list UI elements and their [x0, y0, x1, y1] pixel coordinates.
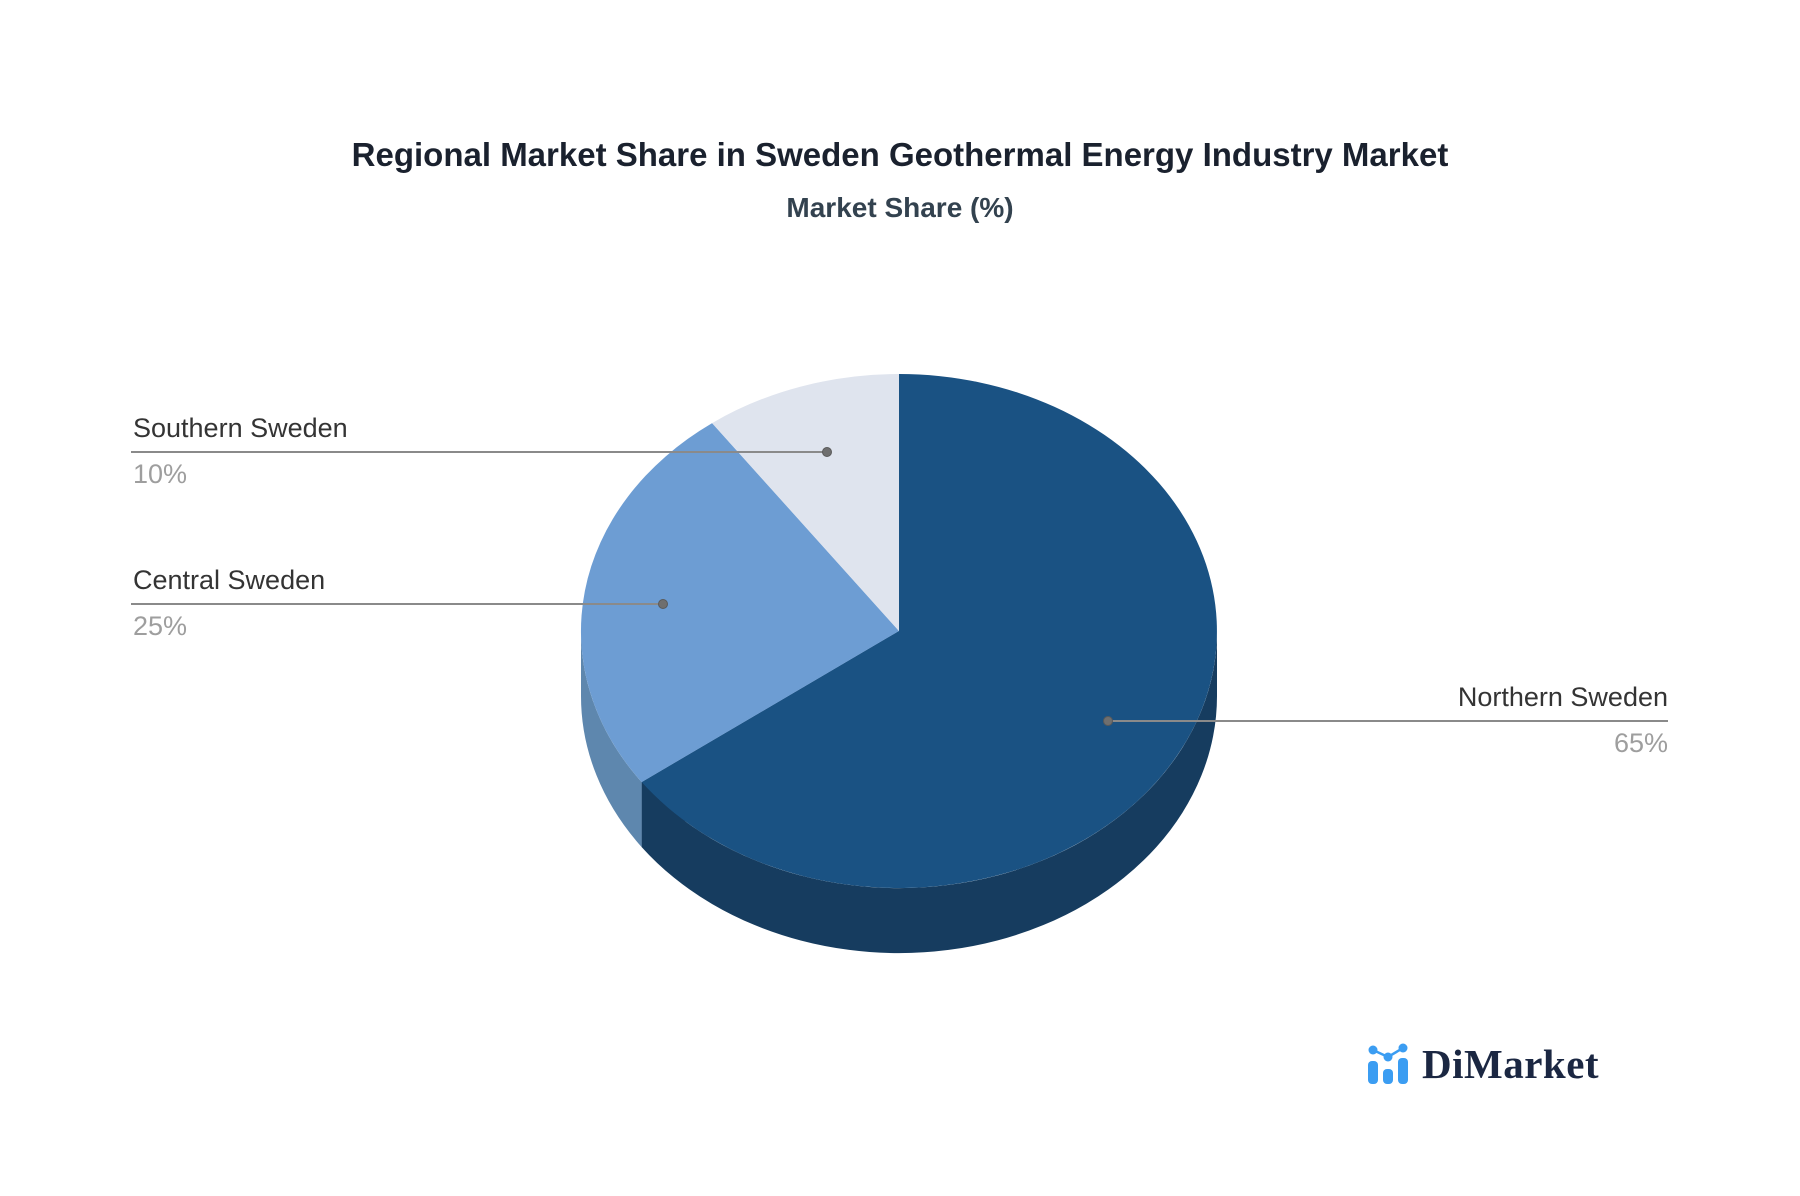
callout-label-northern: Northern Sweden [1457, 682, 1668, 712]
callout-label-southern: Southern Sweden [133, 413, 348, 443]
logo-dot-2 [1383, 1052, 1393, 1062]
pie-slice-northern-sweden[interactable] [641, 374, 1217, 889]
logo-bar-2 [1383, 1069, 1393, 1084]
chart-subtitle: Market Share (%) [786, 192, 1014, 223]
dimarket-logo-text: DiMarket [1422, 1041, 1600, 1087]
logo-dot-1 [1368, 1045, 1378, 1055]
callout-value-central: 25% [133, 611, 188, 641]
dimarket-logo-icon [1368, 1043, 1408, 1084]
pie-slice-central-sweden[interactable] [580, 423, 899, 783]
logo-bar-1 [1368, 1061, 1378, 1084]
pie-slices [580, 374, 1217, 954]
logo-dot-3 [1398, 1043, 1408, 1053]
callout-leaders [131, 447, 1668, 726]
leader-dot-central [658, 599, 668, 609]
callout-value-northern: 65% [1613, 728, 1668, 758]
logo-bar-3 [1398, 1058, 1408, 1084]
callout-value-southern: 10% [133, 459, 188, 489]
callout-label-central: Central Sweden [133, 565, 326, 595]
chart-title: Regional Market Share in Sweden Geotherm… [351, 136, 1449, 173]
pie-side-northern-sweden [641, 631, 1217, 954]
leader-dot-northern [1103, 716, 1113, 726]
leader-dot-southern [822, 447, 832, 457]
pie-side-central-sweden [580, 631, 642, 848]
pie-slice-southern-sweden[interactable] [712, 374, 899, 631]
dimarket-logo: DiMarket [1366, 1040, 1599, 1088]
